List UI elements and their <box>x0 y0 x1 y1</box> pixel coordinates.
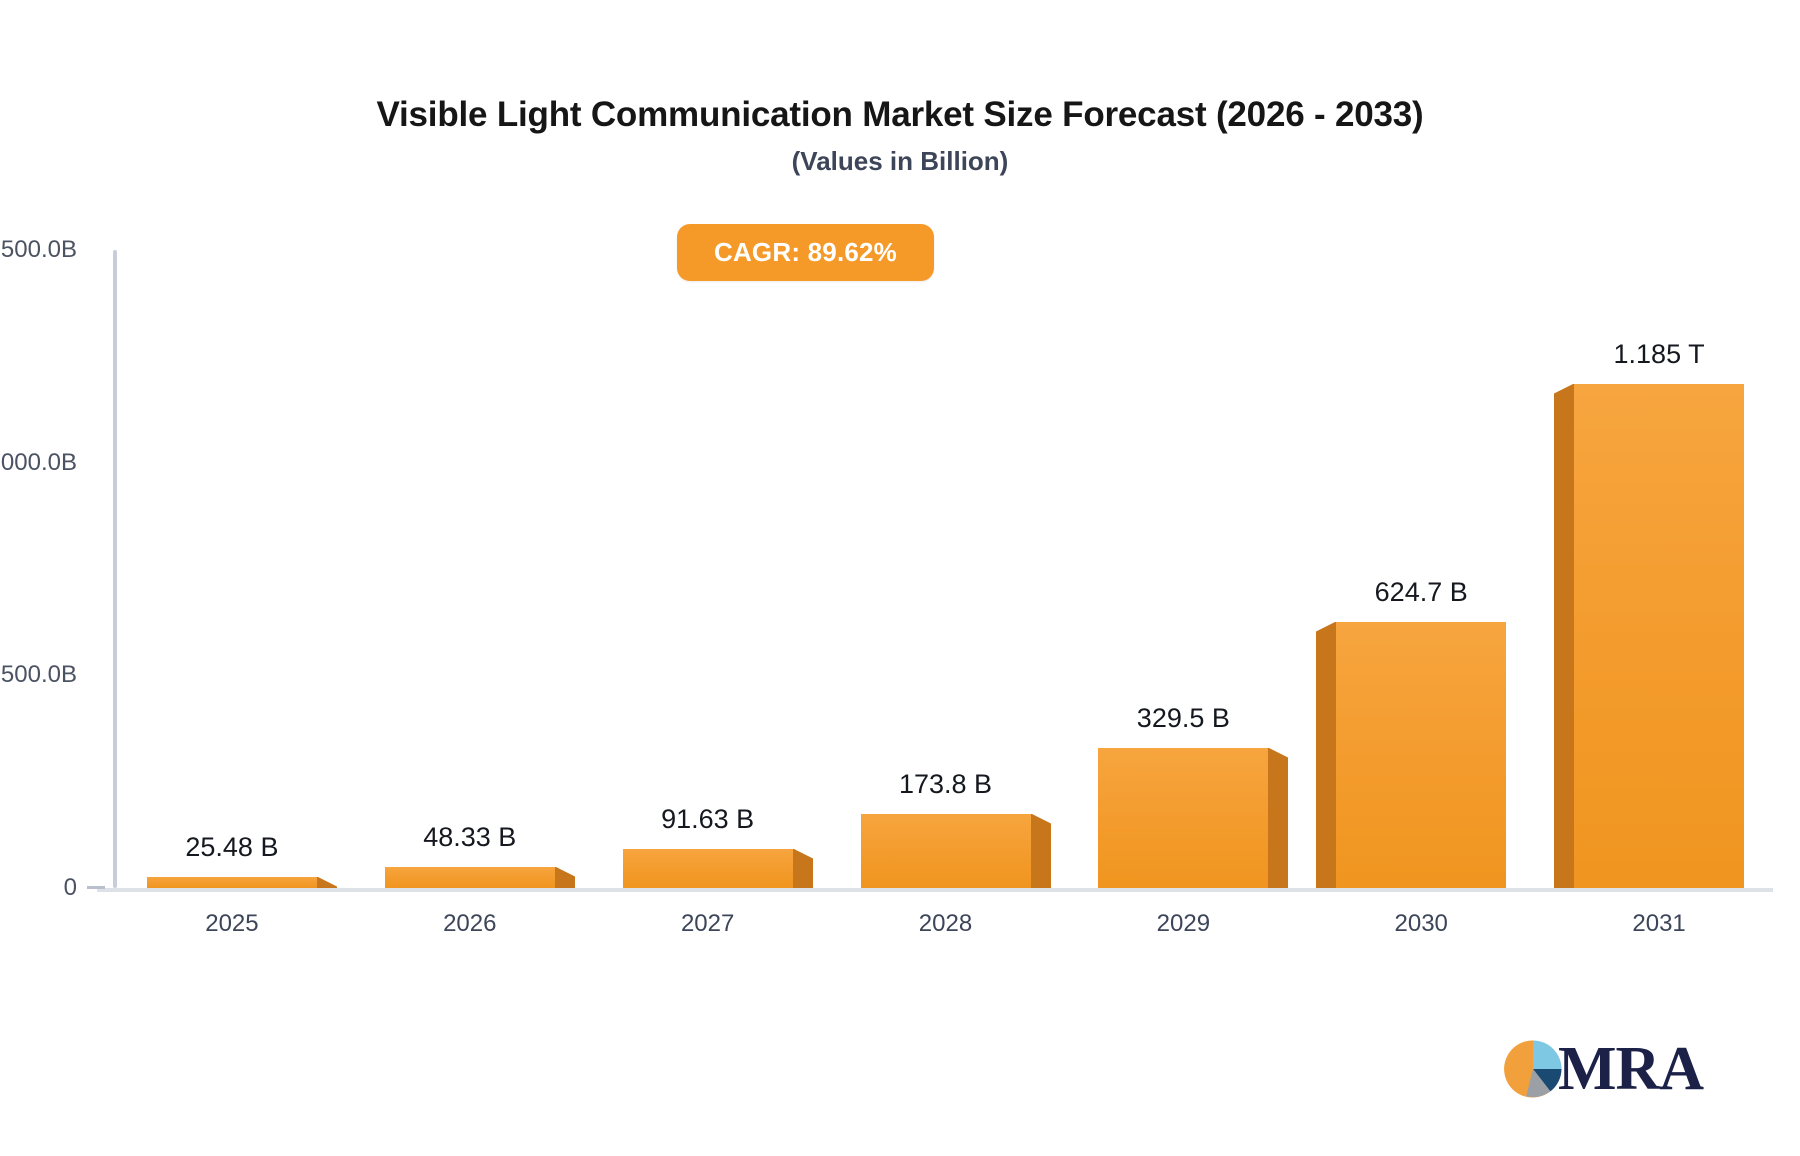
bar-front-face <box>1336 622 1507 888</box>
bar-side-face <box>1316 632 1337 888</box>
y-axis-tick-label: 1000.0B <box>0 448 77 476</box>
bar-side-face <box>554 877 575 888</box>
bar-front-face <box>860 814 1031 888</box>
bar-top-bevel <box>554 867 575 878</box>
bar-value-label: 329.5 B <box>1136 702 1230 733</box>
bar: 624.7 B <box>1316 577 1507 888</box>
bar-top-bevel <box>1316 622 1337 633</box>
x-axis-tick-label: 2027 <box>680 910 735 937</box>
bar-value-label: 25.48 B <box>185 832 279 863</box>
x-axis-tick-label: 2026 <box>443 910 497 937</box>
cagr-badge-label: CAGR: 89.62% <box>713 237 898 267</box>
bar: 329.5 B <box>1098 703 1289 888</box>
bar-side-face <box>792 859 813 888</box>
bar-side-face <box>1030 824 1051 888</box>
x-axis-tick-label: 2028 <box>918 910 973 937</box>
bar-series: 25.48 B 48.33 B 91.63 B 173.8 B 329.5 B 624.7… <box>113 250 1778 888</box>
bar: 1.185 T <box>1554 339 1745 888</box>
bar-front-face <box>622 849 793 888</box>
bar-front-face <box>146 877 317 888</box>
bar-front-face <box>384 867 555 888</box>
bar-top-bevel <box>792 849 813 860</box>
bar-value-label: 91.63 B <box>661 804 755 835</box>
bar-side-face <box>1554 393 1575 888</box>
bar-front-face <box>1574 383 1745 888</box>
pie-chart-icon <box>1504 1040 1562 1098</box>
bar: 25.48 B <box>146 832 337 888</box>
x-axis-tick-label: 2029 <box>1156 910 1211 937</box>
bar-top-bevel <box>1268 747 1289 758</box>
y-axis-tick-label: 0 <box>63 874 77 901</box>
x-axis-tick-label: 2025 <box>205 910 259 937</box>
mra-wordmark: MRA <box>1558 1035 1704 1103</box>
y-axis-line <box>113 250 117 888</box>
bar: 91.63 B <box>622 804 813 888</box>
bar-side-face <box>1268 757 1289 888</box>
plot-area: 0 500.0B 1000.0B 1500.0B 25.48 B 48.33 B 91.6… <box>0 236 1778 937</box>
cagr-badge: CAGR: 89.62% <box>677 224 934 281</box>
bar-value-label: 173.8 B <box>898 769 993 800</box>
y-axis-tick-label: 500.0B <box>0 661 77 689</box>
bar-value-label: 624.7 B <box>1374 577 1468 608</box>
x-axis-tick-label: 2031 <box>1632 910 1686 937</box>
y-axis-tick-label: 1500.0B <box>0 236 77 263</box>
bar-front-face <box>1098 747 1269 888</box>
page-title: Visible Light Communication Market Size … <box>376 95 1424 134</box>
bar-top-bevel <box>316 877 337 888</box>
bar-value-label: 48.33 B <box>423 822 517 853</box>
bar: 48.33 B <box>384 822 575 888</box>
y-axis-zero-tick <box>87 886 105 889</box>
bar-side-face <box>316 887 337 888</box>
x-axis-line <box>97 888 1773 892</box>
bar-value-label: 1.185 T <box>1613 338 1705 369</box>
bar: 173.8 B <box>860 769 1051 888</box>
x-axis-tick-label: 2030 <box>1394 910 1448 937</box>
bar-top-bevel <box>1030 814 1051 825</box>
mra-logo: MRA <box>1502 1035 1704 1103</box>
bar-top-bevel <box>1554 383 1575 394</box>
chart-subtitle: (Values in Billion) <box>791 146 1009 176</box>
